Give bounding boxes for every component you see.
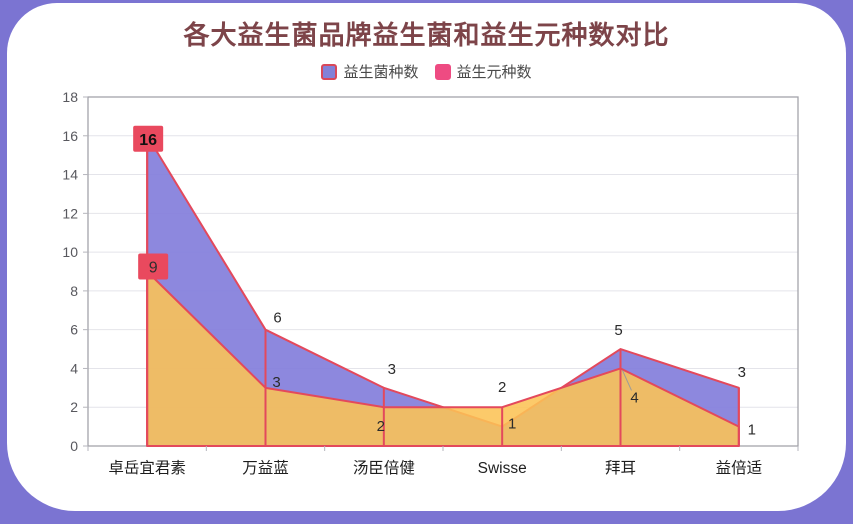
y-axis-label: 12: [62, 205, 78, 221]
point-label: 1: [748, 422, 756, 439]
y-axis-label: 0: [70, 438, 78, 454]
y-axis-label: 2: [70, 399, 78, 415]
prebiotics-legend-swatch-icon: [434, 63, 451, 80]
highlight-label-text: 9: [149, 260, 158, 277]
y-axis-label: 18: [62, 89, 78, 105]
highlight-label-box: [138, 253, 169, 280]
point-label: 3: [272, 374, 280, 391]
point-label: 3: [738, 364, 746, 381]
probiotics-legend-swatch-icon: [321, 63, 338, 80]
y-axis-label: 4: [70, 360, 78, 376]
highlight-label-text: 16: [139, 132, 157, 149]
legend-label-prebiotics: 益生元种数: [456, 64, 532, 81]
point-label: 6: [273, 310, 281, 327]
legend-item-probiotics[interactable]: 益生菌种数: [321, 61, 419, 82]
point-label: 2: [498, 379, 506, 396]
y-axis-label: 16: [62, 128, 78, 144]
label-leader-line: [622, 370, 632, 391]
x-axis-label: 拜耳: [605, 459, 636, 477]
point-label: 5: [614, 322, 622, 339]
highlight-label-box: [133, 125, 164, 152]
legend-item-prebiotics[interactable]: 益生元种数: [434, 61, 532, 82]
x-axis-label: 汤臣倍健: [353, 459, 415, 477]
x-axis-label: Swisse: [478, 460, 527, 477]
x-axis-label: 万益蓝: [242, 459, 289, 477]
legend-label-probiotics: 益生菌种数: [343, 64, 419, 81]
y-axis-label: 14: [62, 167, 78, 183]
legend: 益生菌种数 益生元种数: [0, 61, 853, 82]
y-axis-label: 8: [70, 283, 78, 299]
x-axis-label: 益倍适: [716, 459, 763, 477]
x-axis-label: 卓岳宜君素: [108, 459, 186, 477]
point-label: 4: [630, 389, 638, 406]
point-label: 2: [377, 418, 385, 435]
y-axis-label: 6: [70, 322, 78, 338]
point-label: 3: [388, 361, 396, 378]
point-label: 1: [508, 416, 516, 433]
y-axis-label: 10: [62, 244, 78, 260]
chart-title: 各大益生菌品牌益生菌和益生元种数对比: [183, 20, 670, 50]
